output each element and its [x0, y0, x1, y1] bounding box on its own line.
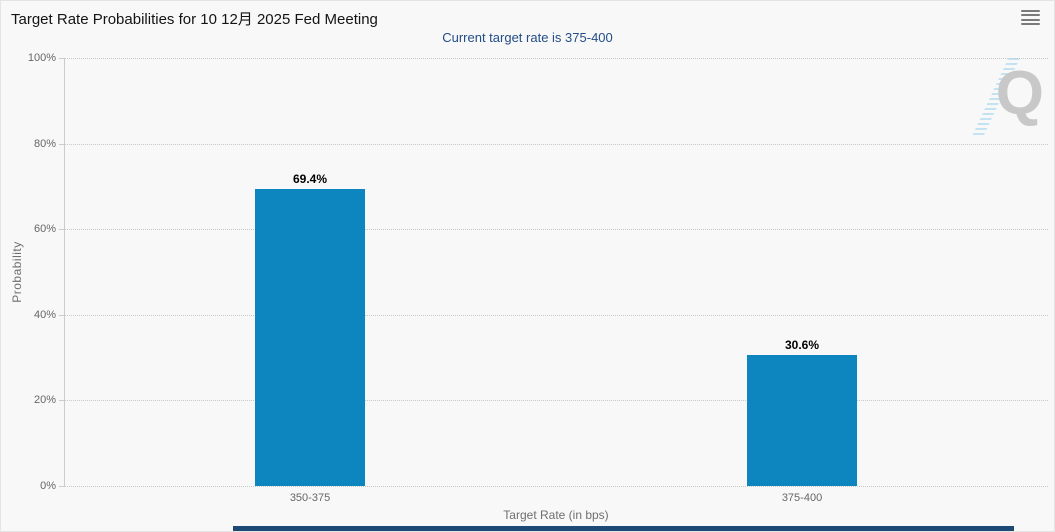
- hamburger-menu-icon[interactable]: [1021, 10, 1040, 25]
- bar-375-400[interactable]: [747, 355, 857, 486]
- quikstrike-watermark: Q: [956, 56, 1048, 138]
- y-axis-tick: [59, 314, 64, 316]
- y-gridline: [64, 486, 1048, 487]
- bar-value-label: 69.4%: [292, 171, 328, 186]
- chart-subtitle: Current target rate is 375-400: [442, 30, 613, 45]
- y-axis-tick-label: 80%: [33, 137, 56, 150]
- y-axis-tick-label: 40%: [33, 308, 56, 321]
- chart-title: Target Rate Probabilities for 10 12月 202…: [11, 11, 378, 28]
- q-logo-icon: Q: [995, 59, 1044, 128]
- bar-value-label: 30.6%: [784, 338, 820, 353]
- y-axis-tick: [59, 486, 64, 487]
- y-axis-title: Probability: [10, 241, 24, 303]
- y-gridline: [64, 229, 1048, 231]
- lightning-bolt-icon: [972, 58, 1020, 136]
- y-gridline: [64, 314, 1048, 316]
- x-axis-category-label: 375-400: [781, 492, 823, 504]
- y-axis-tick: [59, 229, 64, 231]
- y-axis-tick-label: 0%: [40, 480, 56, 492]
- y-gridline: [64, 58, 1048, 59]
- x-axis-title: Target Rate (in bps): [503, 508, 609, 522]
- hamburger-bar: [1021, 18, 1040, 21]
- bar-350-375[interactable]: [255, 188, 365, 486]
- hamburger-bar: [1021, 10, 1040, 12]
- y-axis-tick: [59, 400, 64, 402]
- hamburger-bar: [1021, 14, 1040, 17]
- x-axis-category-label: 350-375: [289, 492, 331, 504]
- y-axis-tick: [59, 143, 64, 145]
- y-axis-tick-label: 60%: [33, 223, 56, 236]
- y-axis-line: [64, 58, 65, 486]
- y-gridline: [64, 143, 1048, 145]
- bottom-scrollbar-thumb[interactable]: [233, 526, 1014, 531]
- y-axis-tick-label: 100%: [27, 52, 56, 64]
- y-gridline: [64, 400, 1048, 402]
- y-axis-tick-label: 20%: [33, 394, 56, 407]
- y-axis-tick: [59, 58, 64, 59]
- hamburger-bar: [1021, 22, 1040, 25]
